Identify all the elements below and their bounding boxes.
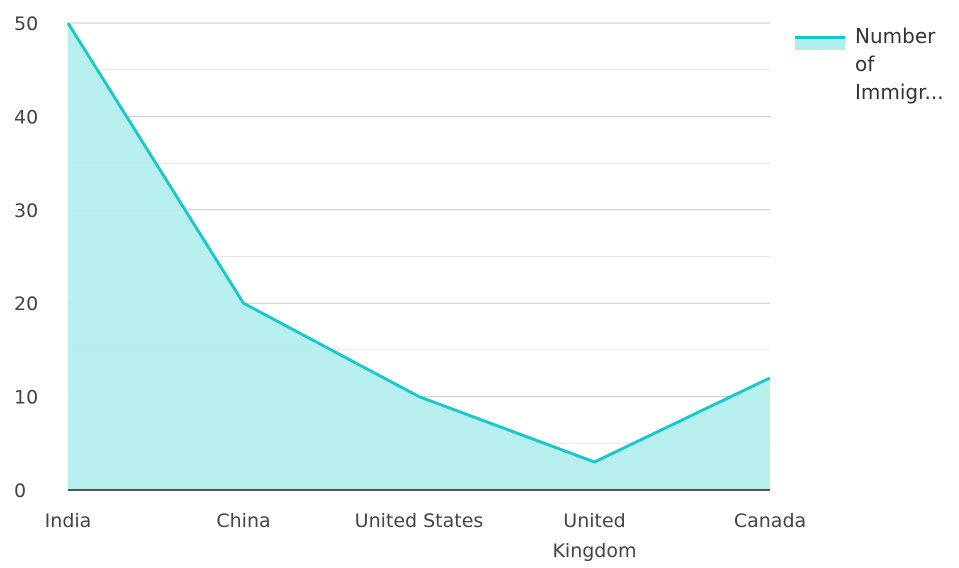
legend-label-line-1: Number — [855, 24, 936, 48]
legend-label: Number of Immigr... — [855, 22, 955, 106]
x-tick-label: United States — [355, 510, 484, 532]
y-tick-label: 0 — [14, 480, 26, 502]
legend-swatch-fill — [795, 36, 845, 50]
y-tick-label: 40 — [14, 106, 38, 128]
x-tick-label: India — [45, 510, 92, 532]
y-tick-label: 10 — [14, 387, 38, 409]
series-area — [68, 23, 770, 490]
y-tick-label: 30 — [14, 200, 38, 222]
x-tick-label: Canada — [734, 510, 806, 532]
y-tick-label: 20 — [14, 293, 38, 315]
legend-swatch — [795, 27, 845, 50]
y-tick-label: 50 — [14, 13, 38, 35]
legend-label-line-2: of — [855, 52, 875, 76]
x-tick-label: China — [216, 510, 270, 532]
series-line — [66, 22, 771, 464]
legend: Number of Immigr... — [795, 22, 955, 106]
legend-swatch-line — [795, 36, 845, 39]
x-tick-label: United Kingdom — [552, 510, 636, 562]
legend-label-line-3: Immigr... — [855, 80, 944, 104]
